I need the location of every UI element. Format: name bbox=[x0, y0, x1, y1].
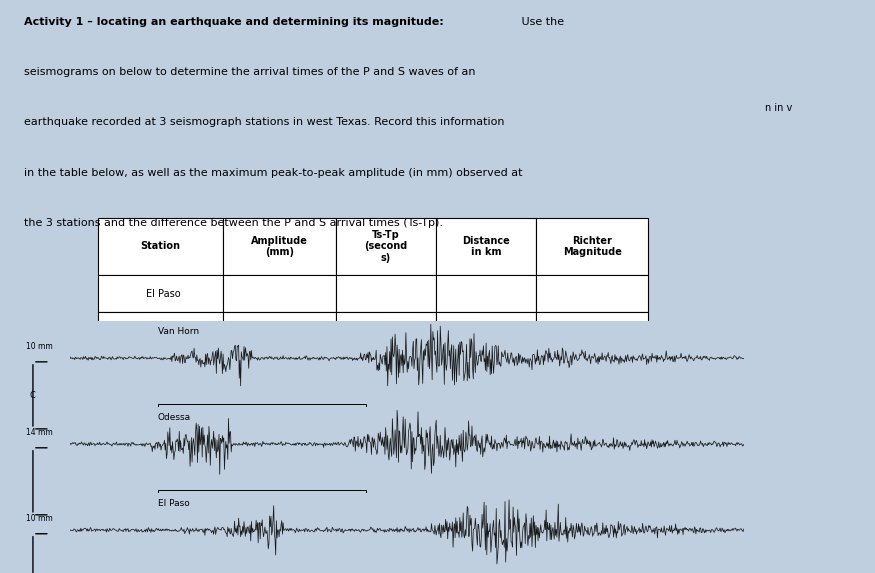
Text: n in v: n in v bbox=[765, 103, 792, 113]
Text: Ts-Tp
(second
s): Ts-Tp (second s) bbox=[364, 230, 408, 263]
Text: seismograms on below to determine the arrival times of the P and S waves of an: seismograms on below to determine the ar… bbox=[24, 68, 475, 77]
Bar bbox=[223, 275, 336, 312]
Bar bbox=[536, 275, 648, 312]
Text: Odessa: Odessa bbox=[158, 413, 191, 422]
Text: El Paso: El Paso bbox=[145, 289, 180, 299]
Text: Distance
in km: Distance in km bbox=[462, 236, 509, 257]
Bar bbox=[98, 350, 223, 387]
Bar bbox=[158, 490, 367, 511]
Text: 10 mm: 10 mm bbox=[26, 342, 53, 351]
Text: in the table below, as well as the maximum peak-to-peak amplitude (in mm) observ: in the table below, as well as the maxim… bbox=[24, 167, 522, 178]
Bar bbox=[336, 350, 436, 387]
Text: Richter
Magnitude: Richter Magnitude bbox=[563, 236, 621, 257]
Bar bbox=[536, 312, 648, 350]
Bar bbox=[98, 218, 223, 275]
Bar bbox=[336, 275, 436, 312]
Text: Van Horn: Van Horn bbox=[158, 327, 199, 336]
Bar bbox=[536, 350, 648, 387]
Text: the 3 stations and the difference between the P and S arrival times (Ts-Tp).: the 3 stations and the difference betwee… bbox=[24, 218, 443, 227]
Text: 10 mm: 10 mm bbox=[26, 513, 53, 523]
Bar bbox=[436, 350, 536, 387]
Text: 10 sec: 10 sec bbox=[249, 413, 275, 422]
Text: Use the: Use the bbox=[518, 17, 564, 27]
Bar bbox=[223, 312, 336, 350]
Text: 14 mm: 14 mm bbox=[26, 427, 53, 437]
Bar bbox=[223, 218, 336, 275]
Bar bbox=[436, 275, 536, 312]
Bar bbox=[536, 218, 648, 275]
Text: Odessa: Odessa bbox=[145, 363, 182, 373]
Bar bbox=[336, 218, 436, 275]
Bar bbox=[336, 312, 436, 350]
Bar bbox=[436, 312, 536, 350]
Bar bbox=[436, 218, 536, 275]
Text: Amplitude
(mm): Amplitude (mm) bbox=[251, 236, 308, 257]
Bar bbox=[223, 350, 336, 387]
Bar bbox=[158, 405, 367, 425]
Text: C: C bbox=[30, 391, 36, 400]
Bar bbox=[98, 312, 223, 350]
Text: El Paso: El Paso bbox=[158, 499, 189, 508]
Text: Van Horn: Van Horn bbox=[145, 326, 190, 336]
Text: earthquake recorded at 3 seismograph stations in west Texas. Record this informa: earthquake recorded at 3 seismograph sta… bbox=[24, 117, 504, 127]
Bar bbox=[98, 275, 223, 312]
Text: Station: Station bbox=[141, 241, 180, 252]
Text: 12 sec: 12 sec bbox=[249, 499, 275, 508]
Text: Activity 1 – locating an earthquake and determining its magnitude:: Activity 1 – locating an earthquake and … bbox=[24, 17, 444, 27]
